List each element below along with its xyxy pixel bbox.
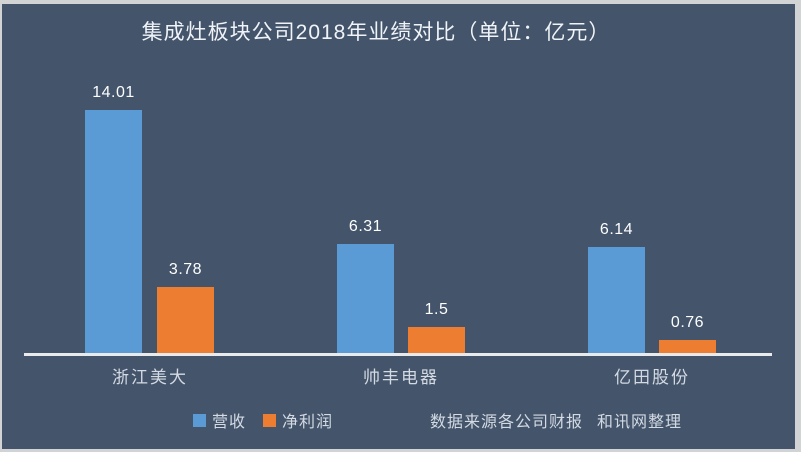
bar-group-yitian-profit: 0.76 (659, 314, 716, 353)
bar-yitian-revenue (588, 247, 645, 353)
legend-swatch-revenue (193, 413, 206, 427)
category-label-shuaifeng: 帅丰电器 (363, 368, 439, 387)
legend-label-revenue: 营收 (212, 414, 247, 431)
x-axis-line (24, 353, 772, 356)
legend-label-profit: 净利润 (282, 414, 334, 431)
bar-shuaifeng-profit (408, 327, 465, 353)
legend: 营收 净利润 (193, 408, 333, 432)
compiler-text: 和讯网整理 (597, 414, 683, 431)
bar-meida-revenue (85, 110, 142, 353)
bar-meida-profit (157, 287, 214, 353)
bar-shuaifeng-revenue (337, 244, 394, 353)
chart-panel: 集成灶板块公司2018年业绩对比（单位：亿元） 14.01 3.78 6.31 … (2, 4, 795, 449)
legend-item-profit: 净利润 (263, 408, 333, 432)
value-label-shuaifeng-revenue: 6.31 (348, 218, 383, 235)
value-label-yitian-revenue: 6.14 (599, 221, 634, 238)
legend-item-revenue: 营收 (193, 408, 246, 432)
bar-group-shuaifeng-profit: 1.5 (408, 301, 465, 353)
bar-group-zhejiangmeida-revenue: 14.01 (85, 84, 142, 353)
value-label-shuaifeng-profit: 1.5 (424, 301, 449, 318)
category-label-yitian: 亿田股份 (614, 368, 690, 387)
chart-title: 集成灶板块公司2018年业绩对比（单位：亿元） (141, 21, 611, 44)
legend-swatch-profit (263, 413, 277, 427)
data-source-text: 数据来源各公司财报 (430, 414, 584, 431)
value-label-meida-profit: 3.78 (168, 261, 203, 278)
bar-group-zhejiangmeida-profit: 3.78 (157, 261, 214, 353)
category-label-zhejiangmeida: 浙江美大 (112, 368, 188, 387)
value-label-yitian-profit: 0.76 (670, 314, 705, 331)
value-label-meida-revenue: 14.01 (92, 84, 135, 101)
bar-group-shuaifeng-revenue: 6.31 (337, 218, 394, 353)
footer-note: 数据来源各公司财报 和讯网整理 (430, 408, 682, 432)
bar-yitian-profit (659, 340, 716, 353)
bar-group-yitian-revenue: 6.14 (588, 221, 645, 353)
